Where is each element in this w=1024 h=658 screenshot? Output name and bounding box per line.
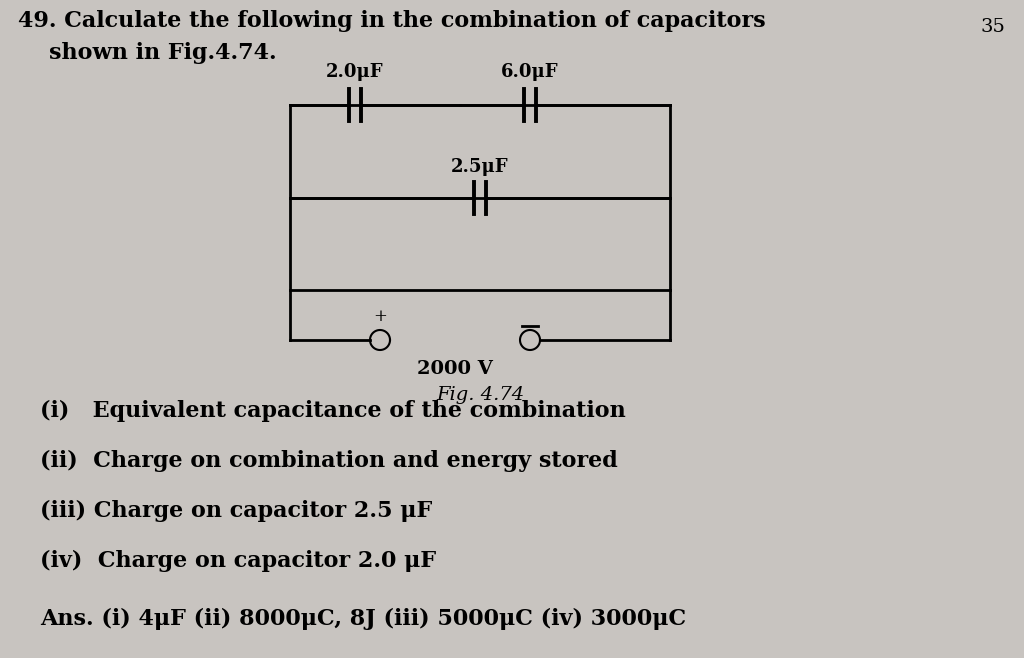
Text: 6.0μF: 6.0μF [501,63,559,81]
Text: +: + [373,308,387,325]
Text: shown in Fig.4.74.: shown in Fig.4.74. [18,42,276,64]
Text: (ii)  Charge on combination and energy stored: (ii) Charge on combination and energy st… [40,450,617,472]
Text: 35: 35 [980,18,1005,36]
Text: Ans. (i) 4μF (ii) 8000μC, 8J (iii) 5000μC (iv) 3000μC: Ans. (i) 4μF (ii) 8000μC, 8J (iii) 5000μ… [40,608,686,630]
Text: 2.0μF: 2.0μF [327,63,384,81]
Text: (iii) Charge on capacitor 2.5 μF: (iii) Charge on capacitor 2.5 μF [40,500,432,522]
Text: 2000 V: 2000 V [417,360,493,378]
Text: (i)   Equivalent capacitance of the combination: (i) Equivalent capacitance of the combin… [40,400,626,422]
Text: 49. Calculate the following in the combination of capacitors: 49. Calculate the following in the combi… [18,10,766,32]
Text: 2.5μF: 2.5μF [452,157,509,176]
Text: Fig. 4.74: Fig. 4.74 [436,386,524,404]
Text: (iv)  Charge on capacitor 2.0 μF: (iv) Charge on capacitor 2.0 μF [40,550,436,572]
